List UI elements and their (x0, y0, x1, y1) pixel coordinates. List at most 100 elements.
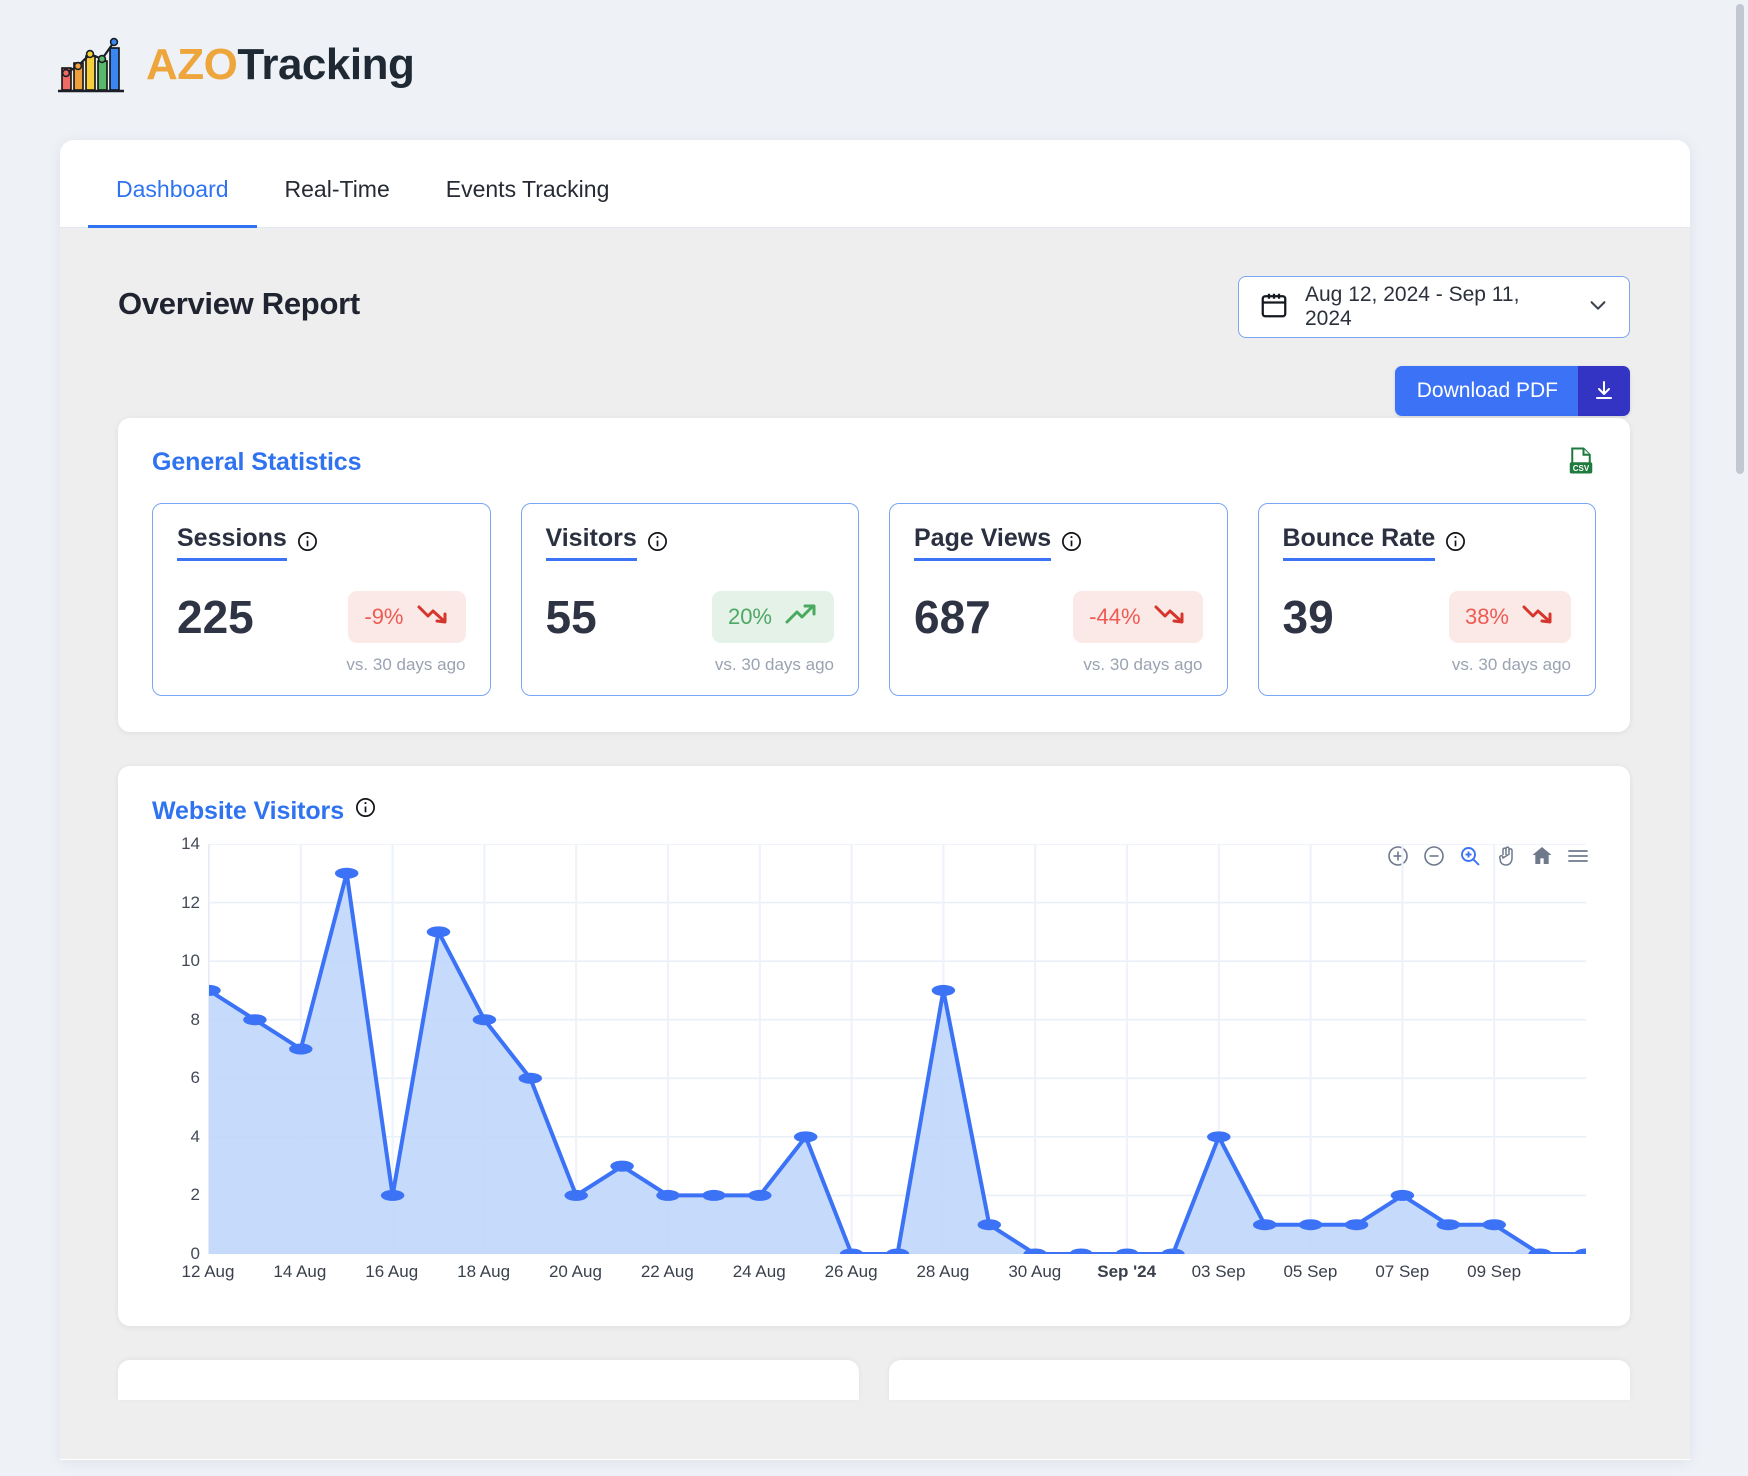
menu-icon[interactable] (1566, 844, 1590, 868)
chart-data-point[interactable] (977, 1219, 1002, 1231)
info-icon[interactable] (646, 530, 669, 558)
stat-delta-value: 38% (1464, 604, 1509, 629)
stat-comparison: vs. 30 days ago (714, 655, 834, 674)
tab-events-tracking[interactable]: Events Tracking (445, 176, 610, 202)
stat-delta-badge: -44% (1073, 591, 1203, 643)
bar-chart-line-logo-icon (56, 34, 128, 96)
trend-up-icon (784, 601, 818, 633)
report-header: Overview Report Aug 12, 2024 - Sep 11, 2… (60, 228, 1690, 418)
stat-label: Visitors (545, 526, 637, 561)
download-icon[interactable] (1578, 366, 1630, 416)
chart-data-point[interactable] (289, 1043, 313, 1055)
chart-data-point[interactable] (1482, 1219, 1506, 1231)
info-icon[interactable] (354, 796, 377, 826)
date-range-picker[interactable]: Aug 12, 2024 - Sep 11, 2024 (1238, 276, 1630, 338)
chart-data-point[interactable] (380, 1189, 405, 1201)
chart-data-point[interactable] (1574, 1248, 1586, 1255)
stat-delta-value: -44% (1089, 604, 1141, 629)
chart-data-point[interactable] (1528, 1248, 1552, 1255)
chart-data-point[interactable] (793, 1131, 818, 1143)
home-reset-icon[interactable] (1530, 844, 1554, 868)
info-icon[interactable] (1060, 530, 1083, 558)
x-axis-tick: 26 Aug (824, 1262, 878, 1281)
y-axis-tick: 12 (181, 892, 200, 912)
chart-y-axis: 0 2 4 6 8 10 12 14 (152, 834, 200, 1263)
chart-data-point[interactable] (518, 1072, 543, 1084)
chart-data-point[interactable] (564, 1189, 588, 1201)
chart-svg (209, 844, 1586, 1254)
chart-data-point[interactable] (748, 1189, 772, 1201)
x-axis-tick: 12 Aug (181, 1262, 235, 1281)
stat-card-sessions: Sessions 225 -9% (152, 503, 491, 696)
page-scrollbar[interactable] (1734, 0, 1746, 1476)
chart-data-point[interactable] (1023, 1248, 1047, 1255)
info-icon[interactable] (296, 530, 319, 558)
zoom-in-icon[interactable] (1386, 844, 1410, 868)
chart-data-point[interactable] (1115, 1248, 1139, 1255)
chart-data-point[interactable] (1436, 1219, 1461, 1231)
stat-value: 687 (914, 591, 991, 643)
chart-data-point[interactable] (839, 1248, 864, 1255)
chart-data-point[interactable] (610, 1160, 634, 1172)
tab-dashboard[interactable]: Dashboard (88, 178, 257, 228)
x-axis-tick: 14 Aug (273, 1262, 327, 1281)
stat-value: 225 (177, 591, 254, 643)
svg-text:CSV: CSV (1573, 464, 1590, 473)
stat-label: Sessions (177, 526, 287, 561)
chart-data-point[interactable] (656, 1189, 680, 1201)
chart-data-point[interactable] (1069, 1248, 1093, 1255)
date-range-value: Aug 12, 2024 - Sep 11, 2024 (1305, 283, 1520, 330)
stat-comparison: vs. 30 days ago (346, 655, 466, 674)
csv-export-icon[interactable]: CSV (1566, 446, 1596, 476)
chart-data-point[interactable] (209, 984, 221, 996)
chart-data-point[interactable] (334, 867, 359, 879)
zoom-out-icon[interactable] (1422, 844, 1446, 868)
stat-card-grid: Sessions 225 -9% (152, 503, 1596, 696)
dashboard-content: Overview Report Aug 12, 2024 - Sep 11, 2… (60, 228, 1690, 1459)
x-axis-tick: 20 Aug (548, 1262, 602, 1281)
selection-zoom-icon[interactable] (1458, 844, 1482, 868)
stat-card-page-views: Page Views 687 -44% (889, 503, 1228, 696)
bottom-card-right (889, 1360, 1630, 1400)
x-axis-tick: 05 Sep (1283, 1262, 1338, 1281)
chart-data-point[interactable] (243, 1014, 267, 1026)
brand-name-accent: AZO (146, 40, 238, 89)
chart-data-point[interactable] (885, 1248, 910, 1255)
trend-down-icon (1521, 601, 1555, 633)
y-axis-tick: 8 (190, 1009, 200, 1029)
x-axis-tick: 18 Aug (457, 1262, 511, 1281)
stat-delta-value: -9% (364, 604, 404, 629)
x-axis-tick: 22 Aug (640, 1262, 694, 1281)
info-icon[interactable] (1444, 530, 1467, 558)
chart-data-point[interactable] (931, 984, 956, 996)
website-visitors-chart[interactable]: 0 2 4 6 8 10 12 14 12 Aug 14 Aug 16 Aug 18 Aug 20 A… (152, 834, 1596, 1304)
pan-icon[interactable] (1494, 844, 1518, 868)
chart-data-point[interactable] (426, 926, 451, 938)
chart-data-point[interactable] (1344, 1219, 1369, 1231)
stat-value: 39 (1282, 591, 1334, 643)
stat-delta-badge: -9% (348, 591, 466, 643)
general-statistics-card: General Statistics CSV Sessions (118, 418, 1630, 732)
stat-header: Bounce Rate (1282, 526, 1572, 561)
y-axis-tick: 10 (181, 951, 200, 971)
trend-down-icon (416, 601, 450, 633)
chevron-down-icon[interactable] (1587, 294, 1609, 321)
stat-row: 39 38% (1282, 591, 1571, 643)
y-axis-tick: 4 (190, 1126, 200, 1146)
chart-data-point[interactable] (1298, 1219, 1323, 1231)
stat-header: Sessions (177, 526, 466, 561)
general-statistics-title: General Statistics (152, 448, 362, 476)
x-axis-tick: Sep '24 (1097, 1262, 1157, 1281)
chart-area-fill (209, 873, 1586, 1254)
chart-data-point[interactable] (702, 1189, 726, 1201)
download-pdf-button[interactable]: Download PDF (1394, 366, 1630, 416)
scrollbar-thumb[interactable] (1736, 4, 1744, 474)
chart-data-point[interactable] (1252, 1219, 1277, 1231)
stat-comparison: vs. 30 days ago (1083, 655, 1203, 674)
chart-data-point[interactable] (1390, 1189, 1415, 1201)
tab-real-time[interactable]: Real-Time (284, 176, 390, 202)
chart-data-point[interactable] (472, 1014, 497, 1026)
chart-data-point[interactable] (1161, 1248, 1185, 1255)
chart-data-point[interactable] (1207, 1131, 1231, 1143)
